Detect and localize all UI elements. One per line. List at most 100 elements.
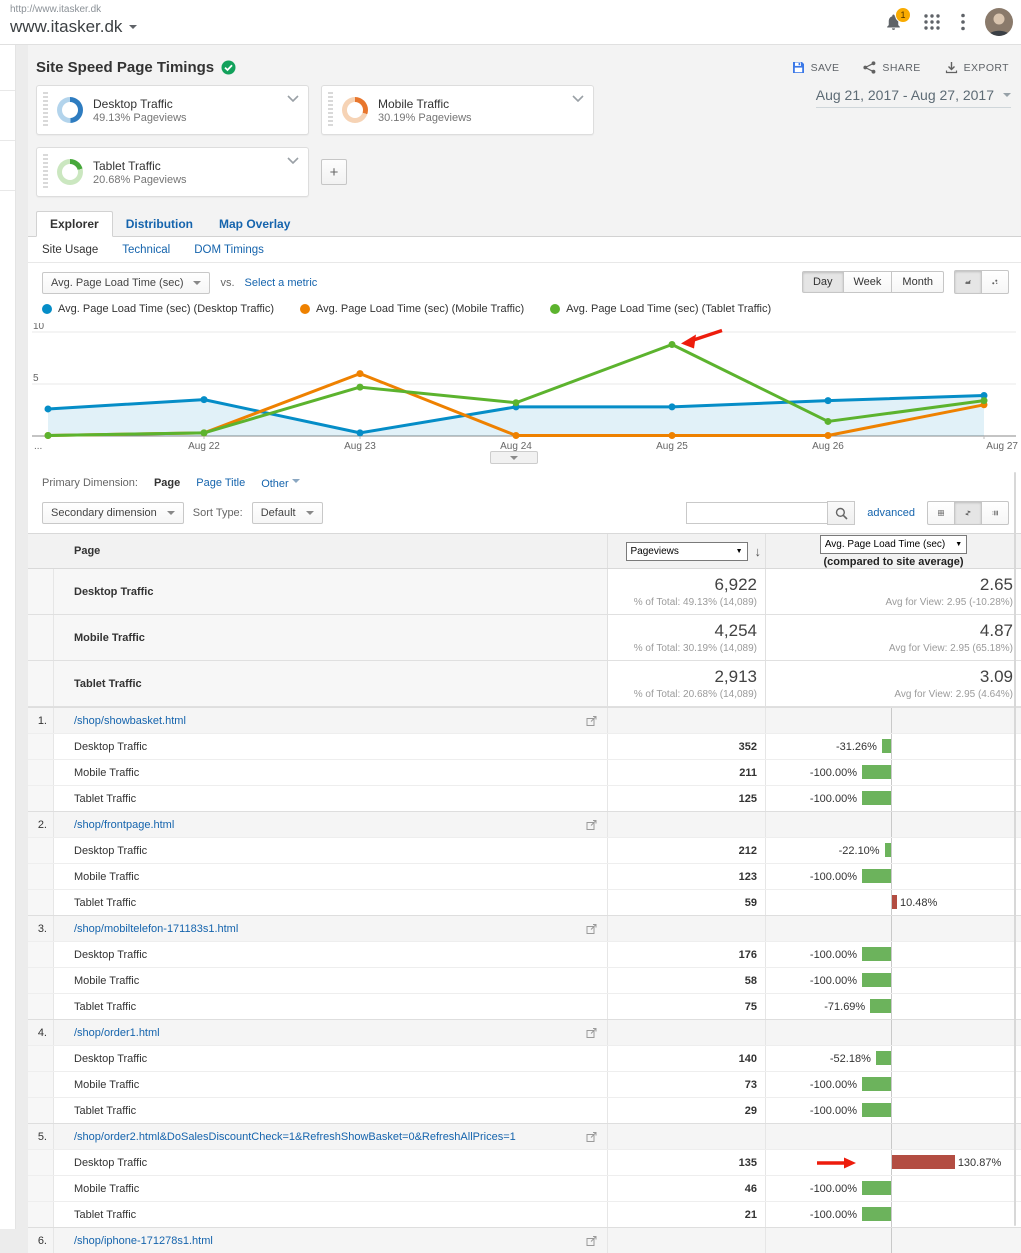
legend-item[interactable]: Avg. Page Load Time (sec) (Mobile Traffi… [300, 303, 524, 315]
chevron-down-icon[interactable] [572, 95, 584, 102]
tab-distribution[interactable]: Distribution [125, 217, 194, 231]
comparison-view-button[interactable] [954, 501, 982, 525]
external-link-icon[interactable] [586, 923, 597, 934]
drag-handle[interactable] [328, 92, 333, 128]
legend-item[interactable]: Avg. Page Load Time (sec) (Tablet Traffi… [550, 303, 771, 315]
pageviews-value: 125 [607, 786, 765, 811]
metric-value: 4.87 [979, 621, 1013, 640]
subtab-dom-timings[interactable]: DOM Timings [194, 244, 264, 256]
pct-label: -31.26% [835, 740, 877, 753]
summary-row: Mobile Traffic 4,254 % of Total: 30.19% (1… [28, 615, 1021, 661]
external-link-icon[interactable] [586, 1131, 597, 1142]
summary-segment-label: Desktop Traffic [74, 585, 154, 598]
dimension-page[interactable]: Page [153, 476, 181, 489]
pageviews-value: 75 [607, 994, 765, 1019]
page-link[interactable]: /shop/showbasket.html [74, 714, 186, 727]
subtab-technical[interactable]: Technical [122, 244, 171, 256]
primary-dimension-label: Primary Dimension: [42, 476, 138, 489]
chevron-down-icon [166, 510, 175, 519]
segment-card-mobile[interactable]: Mobile Traffic 30.19% Pageviews [321, 85, 594, 135]
pct-label: -100.00% [809, 792, 857, 805]
row-gutter [28, 890, 54, 915]
table-search-input[interactable] [686, 502, 829, 524]
add-segment-button[interactable]: + [321, 159, 347, 185]
summary-metric-cell: 3.09 Avg for View: 2.95 (4.64%) [765, 661, 1021, 706]
export-button[interactable]: EXPORT [945, 61, 1009, 74]
line-chart-icon [965, 279, 971, 284]
page-link[interactable]: /shop/order2.html&DoSalesDiscountCheck=1… [74, 1130, 516, 1143]
advanced-search-link[interactable]: advanced [867, 507, 915, 519]
legend-label: Avg. Page Load Time (sec) (Tablet Traffi… [566, 303, 772, 315]
pageviews-value: 58 [607, 968, 765, 993]
drag-handle[interactable] [43, 92, 48, 128]
chevron-down-icon[interactable] [287, 157, 299, 164]
external-link-icon[interactable] [586, 1235, 597, 1246]
external-link-icon[interactable] [586, 715, 597, 726]
pct-label: -22.10% [838, 844, 880, 857]
page-link[interactable]: /shop/iphone-171278s1.html [74, 1234, 213, 1247]
comparison-bar [862, 947, 891, 961]
notifications-button[interactable]: 1 [884, 7, 911, 32]
page-group-row: 5. /shop/order2.html&DoSalesDiscountCheck… [28, 1123, 1021, 1149]
drag-handle[interactable] [43, 154, 48, 190]
pivot-view-button[interactable] [981, 501, 1009, 525]
chart-expand-handle[interactable] [490, 451, 538, 464]
line-chart-view-button[interactable] [954, 270, 982, 294]
external-link-icon[interactable] [586, 1027, 597, 1038]
page-metric-row: Tablet Traffic 75 -71.69% [28, 993, 1021, 1019]
pageviews-note: % of Total: 20.68% (14,089) [633, 689, 757, 700]
external-link-icon[interactable] [586, 819, 597, 830]
segment-label: Tablet Traffic [74, 1000, 137, 1013]
share-icon [863, 61, 876, 74]
page-link[interactable]: /shop/order1.html [74, 1026, 160, 1039]
overflow-menu-button[interactable] [961, 13, 965, 31]
save-button[interactable]: SAVE [792, 61, 840, 74]
page-metric-row: Mobile Traffic 46 -100.00% [28, 1175, 1021, 1201]
table-scrollbar[interactable] [1014, 472, 1016, 1226]
search-button[interactable] [827, 501, 856, 525]
select-metric-link[interactable]: Select a metric [244, 277, 318, 289]
data-table-view-button[interactable] [927, 501, 955, 525]
apps-grid-button[interactable] [923, 13, 941, 31]
chevron-down-icon[interactable] [287, 95, 299, 102]
pageviews-value: 21 [607, 1202, 765, 1227]
tab-explorer[interactable]: Explorer [36, 211, 113, 237]
metric-note: Avg for View: 2.95 (65.18%) [888, 643, 1013, 654]
pct-label: 10.48% [900, 896, 938, 909]
collapsed-nav-rail[interactable] [0, 44, 16, 1229]
timeseries-chart[interactable]: 5 10... Aug 22 Aug 23 Aug 24 Aug 25 Aug 26 Aug … [28, 323, 1021, 455]
date-range-picker[interactable]: Aug 21, 2017 - Aug 27, 2017 [815, 87, 1011, 108]
summary-pageviews-cell: 6,922 % of Total: 49.13% (14,089) [607, 569, 765, 614]
granularity-week-button[interactable]: Week [842, 271, 893, 293]
secondary-dimension-dropdown[interactable]: Secondary dimension [42, 502, 184, 524]
page-link[interactable]: /shop/mobiltelefon-171183s1.html [74, 922, 239, 935]
metric-column-select[interactable]: Avg. Page Load Time (sec) ▼ [819, 534, 968, 554]
metric-dropdown[interactable]: Avg. Page Load Time (sec) [42, 272, 211, 294]
segment-label: Tablet Traffic [74, 792, 137, 805]
subtab-site-usage[interactable]: Site Usage [42, 244, 99, 256]
sort-type-dropdown[interactable]: Default [251, 502, 323, 524]
segment-card-desktop[interactable]: Desktop Traffic 49.13% Pageviews [36, 85, 309, 135]
motion-chart-view-button[interactable] [981, 270, 1009, 294]
dimension-other[interactable]: Other [261, 475, 300, 490]
sort-direction-icon[interactable]: ↓ [754, 543, 762, 559]
segment-card-tablet[interactable]: Tablet Traffic 20.68% Pageviews [36, 147, 309, 197]
bar-cell: -100.00% [765, 1202, 1021, 1227]
property-name: www.itasker.dk [10, 17, 123, 36]
granularity-day-button[interactable]: Day [801, 271, 844, 293]
pct-label: -100.00% [809, 948, 857, 961]
legend-item[interactable]: Avg. Page Load Time (sec) (Desktop Traff… [42, 303, 274, 315]
segment-label: Mobile Traffic [74, 1078, 140, 1091]
pageviews-column-select[interactable]: Pageviews ▼ [625, 541, 748, 561]
page-link[interactable]: /shop/frontpage.html [74, 818, 175, 831]
dimension-page-title[interactable]: Page Title [196, 476, 246, 489]
user-avatar[interactable] [985, 8, 1013, 36]
property-selector[interactable]: www.itasker.dk [10, 17, 138, 37]
pageviews-select-value: Pageviews [630, 545, 679, 557]
granularity-month-button[interactable]: Month [891, 271, 944, 293]
page-column-header[interactable]: Page [74, 545, 101, 557]
tab-map-overlay[interactable]: Map Overlay [219, 217, 291, 231]
share-button[interactable]: SHARE [863, 61, 920, 74]
row-gutter [28, 786, 54, 811]
bar-cell: -100.00% [765, 864, 1021, 889]
